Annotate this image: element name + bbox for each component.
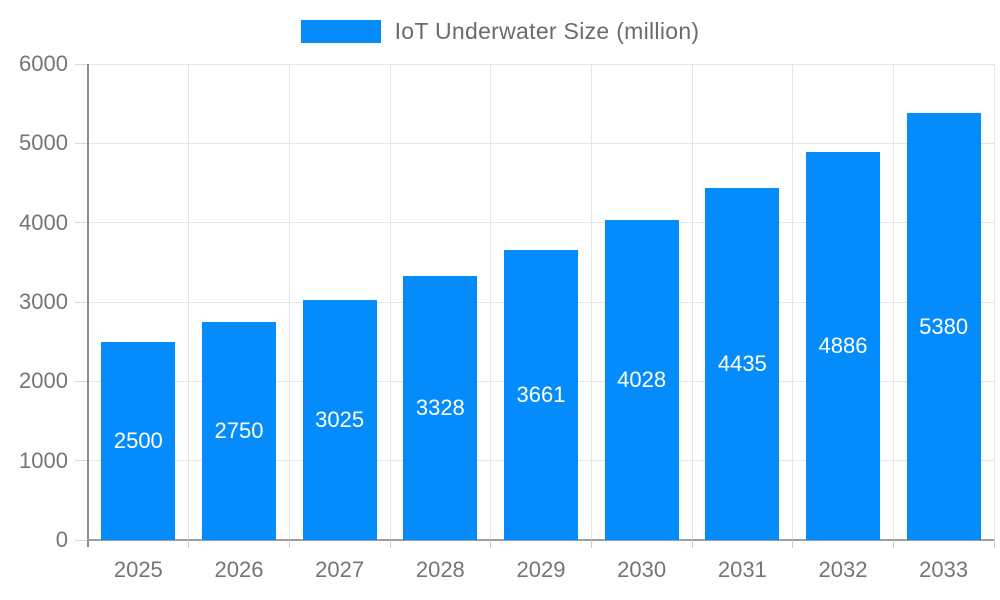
bar-value-label: 5380 (919, 313, 969, 339)
x-axis-label-2030: 2030 (617, 557, 667, 582)
y-axis-label: 3000 (19, 289, 68, 314)
gridline-vertical (792, 64, 794, 540)
plot-area: 0 1000 2000 3000 4000 5000 6000 2500 2025 2750 202… (19, 51, 995, 582)
y-axis-label: 6000 (19, 51, 68, 76)
bar-2031[interactable]: 4435 (705, 188, 780, 540)
y-axis-tick (75, 460, 87, 462)
y-axis-tick (75, 380, 87, 382)
y-axis-label: 2000 (19, 368, 68, 394)
bar-value-label: 2500 (113, 427, 163, 453)
x-axis-label-2028: 2028 (415, 557, 465, 582)
gridline-horizontal (88, 222, 994, 224)
x-axis-line (87, 539, 994, 541)
x-axis-label-2029: 2029 (516, 557, 566, 582)
x-axis-tick (490, 540, 492, 548)
gridline-vertical (892, 64, 894, 540)
gridline-horizontal (88, 142, 994, 144)
bar-value-label: 2750 (214, 417, 264, 443)
y-axis-tick (75, 142, 87, 144)
bar-2027[interactable]: 3025 (302, 300, 377, 540)
y-axis-label: 4000 (19, 209, 68, 235)
x-axis-label-2031: 2031 (717, 557, 767, 582)
bar-value-label: 4886 (818, 333, 868, 359)
x-axis-tick (993, 540, 995, 548)
y-axis-line (87, 64, 89, 547)
gridline-vertical (389, 64, 391, 540)
x-axis-tick (792, 540, 794, 548)
bar-value-label: 3328 (415, 394, 465, 420)
bar-value-label: 4435 (717, 351, 767, 377)
bar-value-label: 4028 (617, 367, 667, 393)
gridline-horizontal (88, 63, 994, 65)
legend[interactable]: IoT Underwater Size (million) (0, 18, 1000, 45)
x-axis-label-2032: 2032 (818, 557, 868, 582)
y-axis-tick (75, 301, 87, 303)
bar-2025[interactable]: 2500 (101, 341, 176, 540)
y-axis-label: 1000 (19, 447, 68, 473)
x-axis-tick (590, 540, 592, 548)
bar-2029[interactable]: 3661 (504, 249, 578, 540)
y-axis-tick (75, 63, 87, 65)
x-axis-tick (288, 540, 290, 548)
y-axis-tick (75, 539, 87, 541)
bar-2032[interactable]: 4886 (806, 152, 880, 540)
gridline-vertical (691, 64, 693, 540)
bar-value-label: 3025 (315, 407, 365, 433)
gridline-vertical (993, 64, 995, 540)
gridline-vertical (590, 64, 592, 540)
x-axis-label-2025: 2025 (113, 557, 163, 582)
y-axis-label: 0 (55, 527, 68, 552)
bar-2033[interactable]: 5380 (906, 113, 981, 540)
x-axis-tick (691, 540, 693, 548)
gridline-vertical (490, 64, 492, 540)
x-axis-tick (389, 540, 391, 548)
gridline-vertical (188, 64, 190, 540)
bar-value-label: 3661 (516, 381, 566, 407)
y-axis-tick (75, 222, 87, 224)
legend-label: IoT Underwater Size (million) (394, 18, 700, 44)
bar-2028[interactable]: 3328 (403, 275, 478, 540)
y-axis-label: 5000 (19, 130, 68, 156)
x-axis-tick (892, 540, 894, 548)
gridline-vertical (288, 64, 290, 540)
x-axis-label-2026: 2026 (214, 557, 264, 582)
x-axis-label-2033: 2033 (919, 557, 969, 582)
legend-swatch (300, 20, 381, 43)
bar-2026[interactable]: 2750 (202, 321, 276, 540)
x-axis-label-2027: 2027 (315, 557, 365, 582)
bar-2030[interactable]: 4028 (604, 220, 679, 540)
x-axis-tick (188, 540, 190, 548)
